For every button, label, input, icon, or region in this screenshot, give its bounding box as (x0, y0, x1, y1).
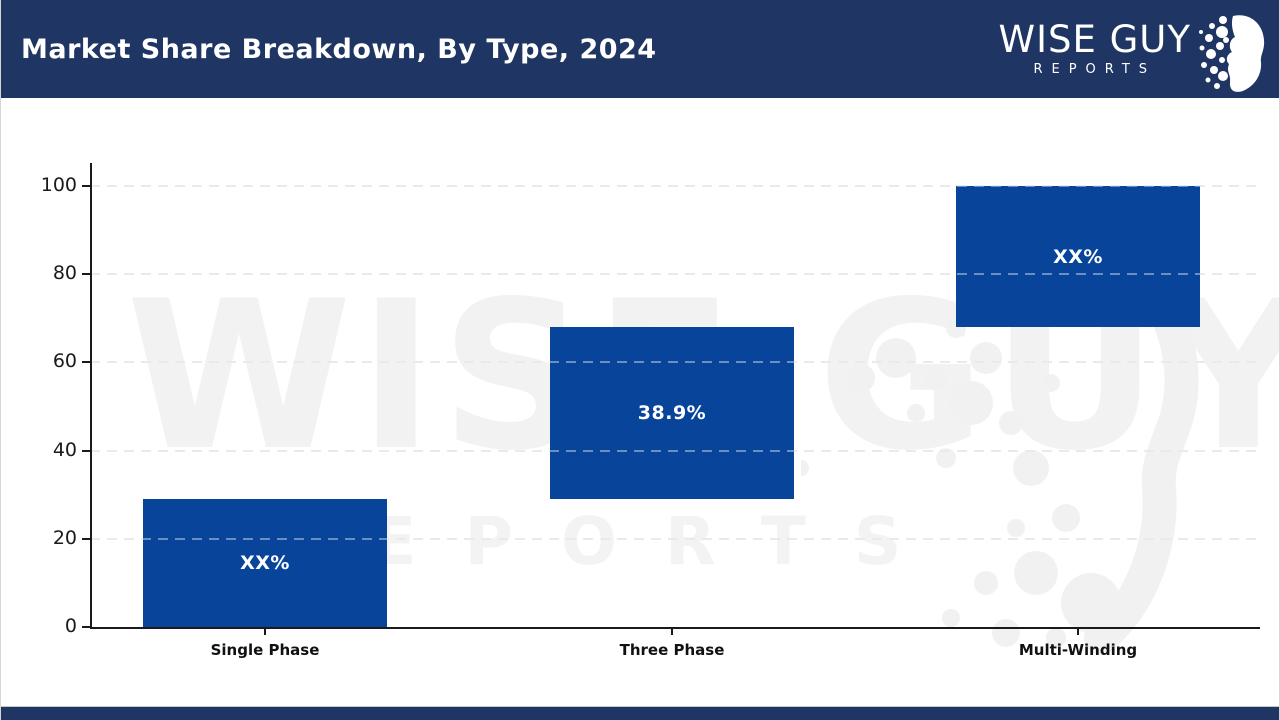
bar-value-label: 38.9% (637, 401, 707, 424)
gridline-20 (90, 537, 1260, 540)
footer-band (1, 706, 1279, 720)
gridline-100 (90, 185, 1260, 187)
x-category-label: Single Phase (210, 641, 320, 659)
y-tick-mark-20 (82, 537, 90, 540)
y-tick-mark-40 (82, 449, 90, 452)
gridline-100 (90, 185, 1260, 187)
page-title: Market Share Breakdown, By Type, 2024 (21, 33, 657, 65)
y-tick-mark-0 (82, 626, 90, 628)
x-category-label: Three Phase (619, 641, 725, 659)
y-tick-mark-60 (82, 361, 90, 364)
wiseguy-head-icon (1199, 15, 1265, 92)
x-tick-mark (264, 629, 266, 635)
y-tick-label-60: 60 (52, 350, 77, 373)
wiseguy-logo: WISE GUY REPORTS (999, 6, 1269, 94)
wiseguy-logo-line2: REPORTS (1033, 62, 1157, 77)
y-tick-label-100: 100 (40, 174, 77, 196)
waterfall-chart: XX% 38.9% XX% 0 20 40 60 80 100 Single Phase Three… (1, 98, 1279, 706)
y-tick-mark-100 (82, 185, 90, 187)
x-tick-mark (1077, 629, 1079, 635)
y-tick-label-20: 20 (52, 526, 77, 549)
wiseguy-logo-line1: WISE GUY (998, 18, 1191, 61)
y-tick-label-0: 0 (64, 615, 77, 637)
y-axis-spine (90, 163, 92, 629)
y-tick-mark-80 (82, 273, 90, 276)
x-axis-spine (90, 627, 1260, 629)
wiseguy-logo-text: WISE GUY REPORTS (998, 18, 1191, 78)
gridline-20 (90, 537, 1260, 540)
bar-multi-winding: XX% (956, 186, 1200, 328)
bar-value-label: XX% (1053, 245, 1103, 268)
y-tick-label-80: 80 (52, 262, 77, 285)
bar-three-phase: 38.9% (550, 327, 794, 499)
bar-single-phase: XX% (143, 498, 387, 627)
x-tick-mark (671, 629, 673, 635)
x-category-label: Multi-Winding (1018, 641, 1138, 659)
bar-value-label: XX% (240, 551, 290, 574)
gridline-80 (90, 273, 1260, 276)
gridline-60 (90, 361, 1260, 364)
y-tick-label-40: 40 (52, 438, 77, 461)
header-band: Market Share Breakdown, By Type, 2024 WI… (1, 0, 1279, 98)
gridline-40 (90, 449, 1260, 452)
gridline-80 (90, 273, 1260, 276)
